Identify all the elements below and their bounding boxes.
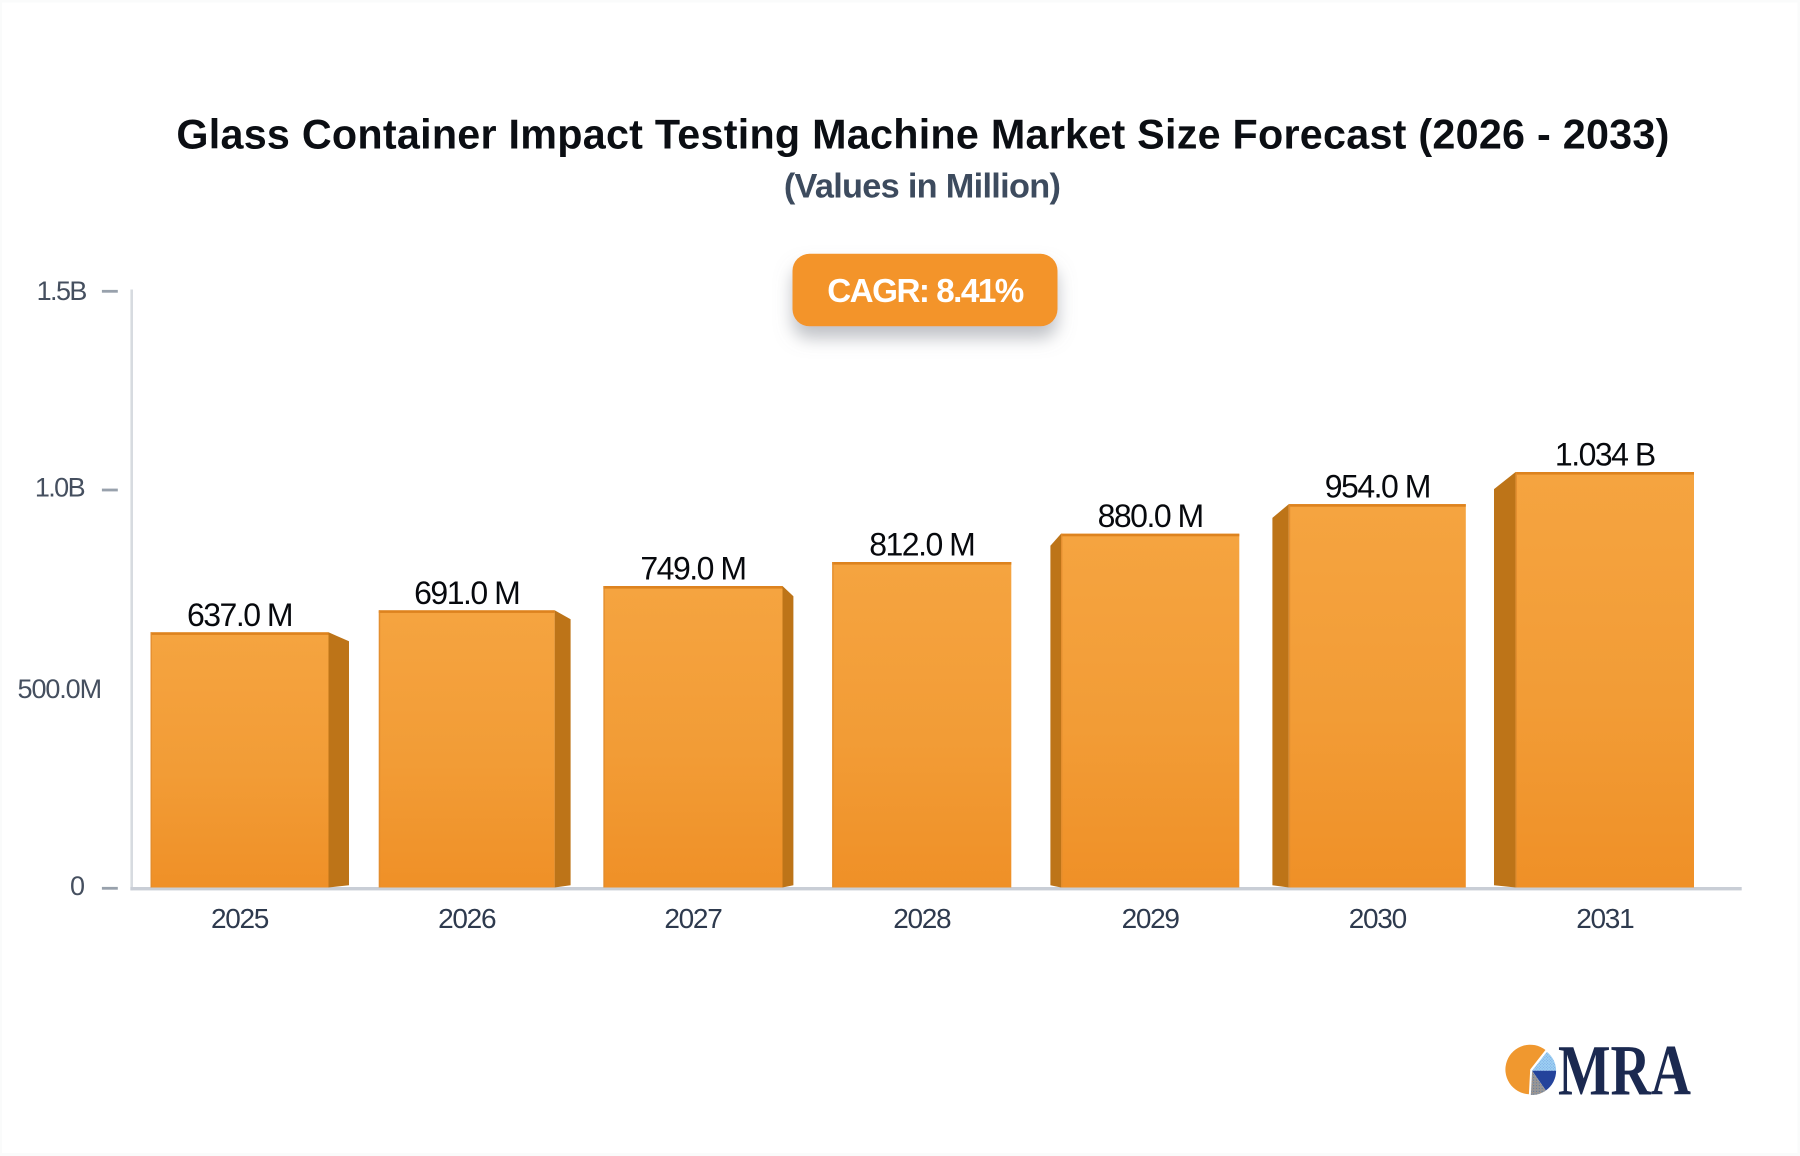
svg-text:2026: 2026	[438, 903, 496, 934]
svg-text:1.5B: 1.5B	[37, 276, 87, 306]
svg-text:2025: 2025	[211, 903, 269, 934]
svg-text:749.0 M: 749.0 M	[640, 551, 745, 587]
svg-text:2028: 2028	[893, 903, 951, 934]
svg-text:1.0B: 1.0B	[35, 473, 85, 503]
svg-text:500.0M: 500.0M	[18, 674, 101, 704]
svg-text:1.034 B: 1.034 B	[1555, 437, 1655, 473]
svg-text:2027: 2027	[664, 903, 722, 934]
svg-text:(Values in Million): (Values in Million)	[784, 168, 1060, 206]
svg-text:CAGR: 8.41%: CAGR: 8.41%	[827, 273, 1024, 310]
svg-text:880.0 M: 880.0 M	[1098, 498, 1203, 534]
svg-text:954.0 M: 954.0 M	[1325, 469, 1430, 505]
svg-text:2030: 2030	[1349, 903, 1407, 934]
svg-text:0: 0	[70, 871, 85, 901]
svg-text:2029: 2029	[1122, 903, 1180, 934]
svg-text:2031: 2031	[1576, 903, 1634, 934]
svg-text:812.0 M: 812.0 M	[869, 527, 974, 563]
svg-text:Glass Container Impact Testing: Glass Container Impact Testing Machine M…	[176, 112, 1669, 158]
svg-text:MRA: MRA	[1558, 1029, 1691, 1110]
svg-text:637.0 M: 637.0 M	[187, 597, 292, 633]
svg-text:691.0 M: 691.0 M	[414, 575, 519, 611]
